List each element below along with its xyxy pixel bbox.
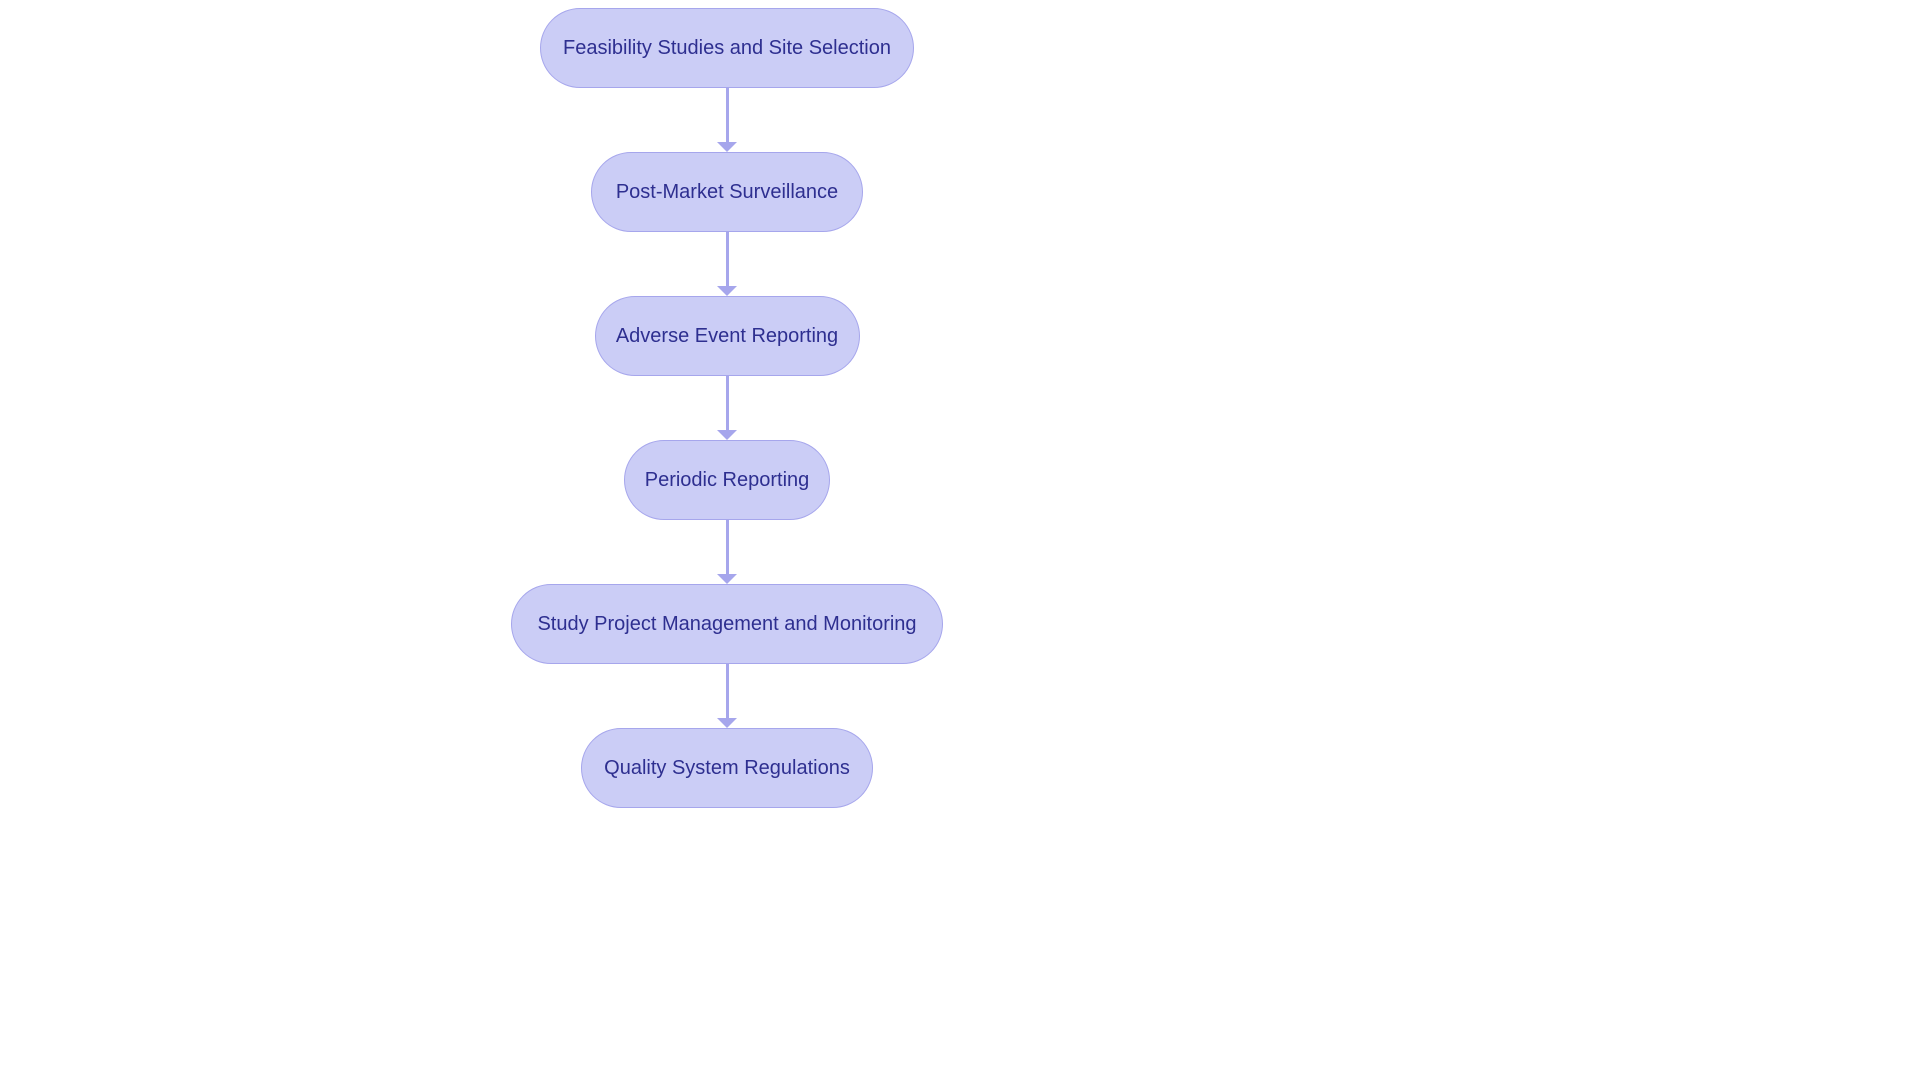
flowchart-arrow <box>726 664 729 718</box>
flowchart-node: Study Project Management and Monitoring <box>511 584 943 664</box>
flowchart-arrowhead <box>717 574 737 584</box>
flowchart-node: Feasibility Studies and Site Selection <box>540 8 914 88</box>
flowchart-canvas: Feasibility Studies and Site Selection Po… <box>0 0 1920 1083</box>
flowchart-node-label: Quality System Regulations <box>604 757 850 780</box>
flowchart-node-label: Periodic Reporting <box>645 469 810 492</box>
flowchart-arrow <box>726 88 729 142</box>
flowchart-arrowhead <box>717 286 737 296</box>
flowchart-node: Adverse Event Reporting <box>595 296 860 376</box>
flowchart-arrowhead <box>717 430 737 440</box>
flowchart-node-label: Adverse Event Reporting <box>616 325 838 348</box>
flowchart-node-label: Post-Market Surveillance <box>616 181 838 204</box>
flowchart-arrowhead <box>717 718 737 728</box>
flowchart-arrow <box>726 232 729 286</box>
flowchart-arrow <box>726 520 729 574</box>
flowchart-node: Quality System Regulations <box>581 728 873 808</box>
flowchart-arrowhead <box>717 142 737 152</box>
flowchart-node: Periodic Reporting <box>624 440 830 520</box>
flowchart-node: Post-Market Surveillance <box>591 152 863 232</box>
flowchart-node-label: Study Project Management and Monitoring <box>537 613 916 636</box>
flowchart-arrow <box>726 376 729 430</box>
flowchart-node-label: Feasibility Studies and Site Selection <box>563 37 891 60</box>
